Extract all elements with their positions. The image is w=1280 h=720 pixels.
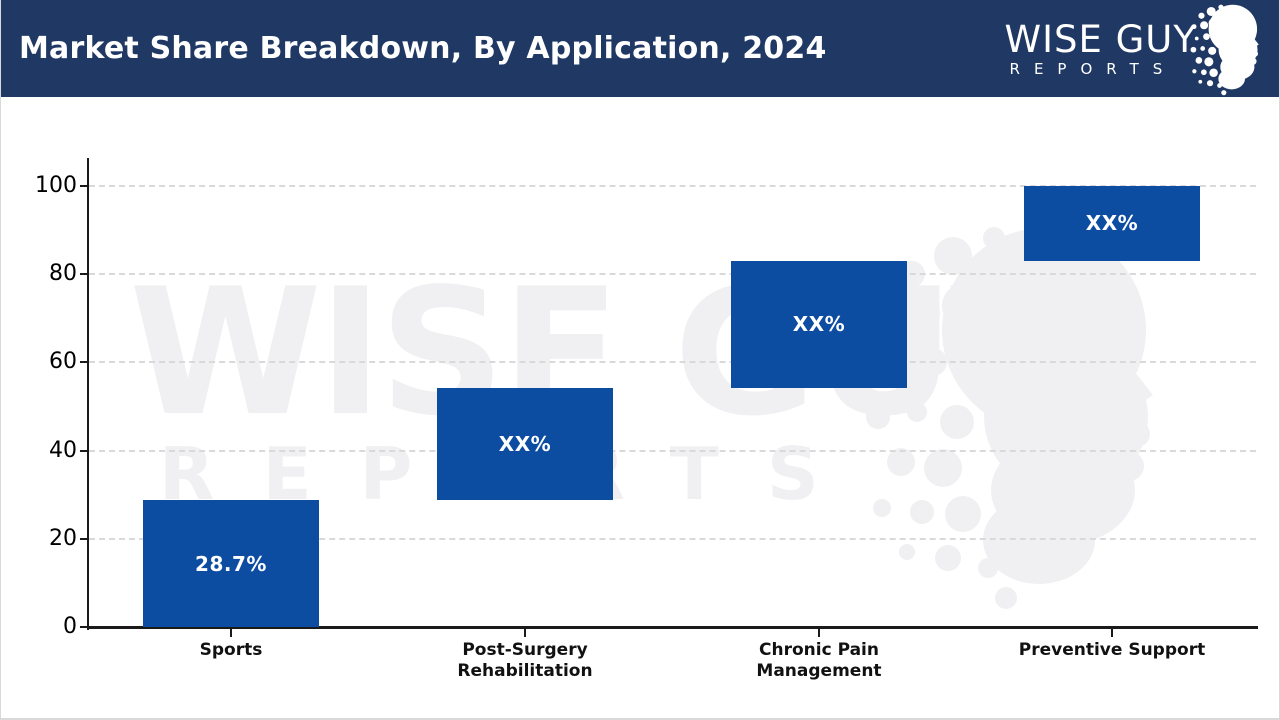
x-axis-line bbox=[87, 626, 1258, 629]
bar-value-label-post-surgery-rehabilitation: XX% bbox=[498, 431, 552, 456]
y-tick-label-20: 20 bbox=[49, 525, 77, 551]
x-category-label-post-surgery-rehabilitation: Post-Surgery Rehabilitation bbox=[457, 640, 593, 681]
gridline-60 bbox=[89, 361, 1256, 364]
y-tick-80 bbox=[80, 273, 89, 276]
x-tick-preventive-support bbox=[1111, 629, 1113, 637]
y-tick-label-0: 0 bbox=[63, 614, 77, 639]
bar-post-surgery-rehabilitation: XX% bbox=[437, 387, 613, 501]
y-tick-label-40: 40 bbox=[49, 437, 77, 463]
page-title: Market Share Breakdown, By Application, … bbox=[19, 31, 827, 66]
gridline-20 bbox=[89, 537, 1256, 540]
y-axis-line bbox=[87, 158, 89, 630]
y-tick-40 bbox=[80, 449, 89, 452]
brand-wordmark-sub: REPORTS bbox=[1009, 59, 1177, 78]
y-tick-100 bbox=[80, 185, 89, 187]
bar-value-label-chronic-pain-management: XX% bbox=[792, 312, 846, 337]
brand-wordmark: WISE GUY REPORTS bbox=[1005, 21, 1197, 77]
gridline-80 bbox=[89, 273, 1256, 276]
brand-wordmark-main: WISE GUY bbox=[1004, 17, 1197, 61]
x-tick-chronic-pain-management bbox=[818, 629, 820, 637]
gridline-100 bbox=[89, 185, 1256, 187]
y-tick-60 bbox=[80, 361, 89, 364]
y-tick-label-60: 60 bbox=[49, 349, 77, 375]
bar-sports: 28.7% bbox=[143, 500, 319, 627]
y-tick-20 bbox=[80, 537, 89, 540]
bar-value-label-preventive-support: XX% bbox=[1085, 211, 1139, 236]
bar-value-label-sports: 28.7% bbox=[195, 551, 267, 576]
y-tick-0 bbox=[80, 626, 89, 628]
brand-logo: WISE GUY REPORTS bbox=[1005, 1, 1263, 96]
x-category-label-chronic-pain-management: Chronic Pain Management bbox=[756, 640, 882, 681]
gridline-40 bbox=[89, 449, 1256, 452]
y-tick-label-100: 100 bbox=[35, 173, 77, 198]
bar-preventive-support: XX% bbox=[1024, 186, 1200, 261]
bar-chronic-pain-management: XX% bbox=[731, 260, 907, 388]
x-category-label-preventive-support: Preventive Support bbox=[1018, 640, 1206, 660]
header-bar: Market Share Breakdown, By Application, … bbox=[1, 0, 1279, 97]
x-category-label-sports: Sports bbox=[199, 640, 263, 660]
y-tick-label-80: 80 bbox=[49, 261, 77, 287]
x-tick-sports bbox=[230, 629, 232, 637]
x-tick-post-surgery-rehabilitation bbox=[524, 629, 526, 637]
